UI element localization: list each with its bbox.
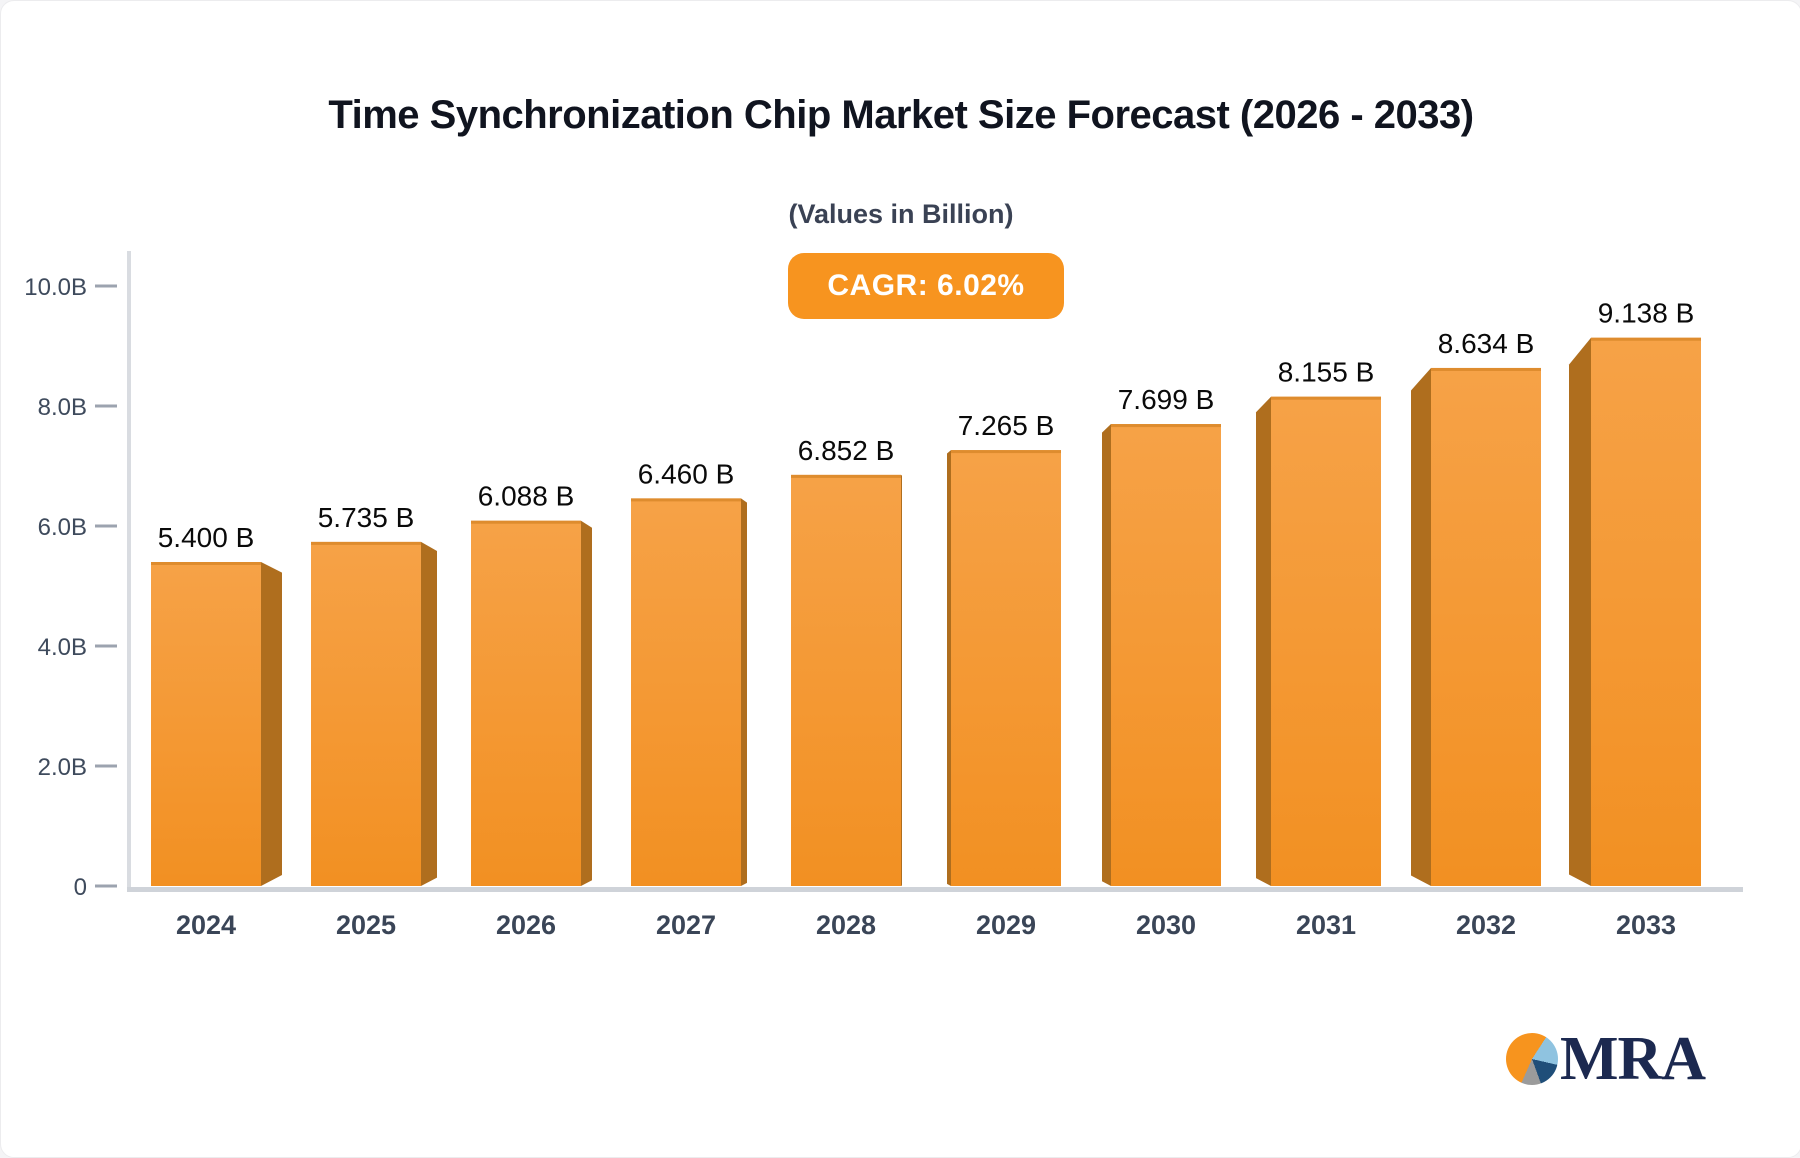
bar-2026 — [471, 520, 581, 886]
bar-value-label: 7.265 B — [958, 410, 1055, 441]
x-axis-label: 2032 — [1456, 910, 1516, 940]
bar-top-edge — [951, 450, 1061, 454]
bar-value-label: 8.634 B — [1438, 328, 1535, 359]
bar-value-label: 6.460 B — [638, 458, 735, 489]
x-axis-label: 2031 — [1296, 910, 1356, 940]
logo-text: MRA — [1560, 1025, 1706, 1093]
x-axis-label: 2028 — [816, 910, 876, 940]
chart-title: Time Synchronization Chip Market Size Fo… — [328, 93, 1474, 137]
x-axis-label: 2026 — [496, 910, 556, 940]
bar-top-edge — [471, 520, 581, 524]
bar-value-label: 6.088 B — [478, 481, 575, 512]
x-axis-label: 2029 — [976, 910, 1036, 940]
y-axis-label: 8.0B — [38, 394, 87, 421]
bar-side-face — [901, 474, 902, 886]
bar-value-label: 9.138 B — [1598, 298, 1695, 329]
bar-side-face — [1411, 367, 1431, 887]
x-axis-label: 2024 — [176, 910, 236, 940]
y-axis-tick — [95, 644, 117, 648]
y-axis-tick — [95, 284, 117, 288]
bar-side-face — [1569, 337, 1591, 887]
bar-value-label: 6.852 B — [798, 435, 895, 466]
bar-top-edge — [631, 498, 741, 502]
bar-top-edge — [151, 562, 261, 565]
bar-2024 — [151, 562, 261, 886]
x-axis-baseline — [127, 887, 1743, 892]
y-axis-label: 6.0B — [38, 514, 87, 541]
bar-side-face — [261, 562, 282, 886]
bar-side-face — [581, 520, 592, 886]
bar-top-edge — [1271, 396, 1381, 400]
bar-2032 — [1431, 367, 1541, 887]
bar-2031 — [1271, 396, 1381, 886]
bar-2025 — [311, 541, 421, 886]
bar-side-face — [421, 541, 437, 886]
bar-value-label: 7.699 B — [1118, 384, 1215, 415]
bar-top-edge — [1431, 367, 1541, 371]
bar-side-face — [1256, 396, 1271, 886]
bar-side-face — [741, 498, 747, 886]
y-axis-line — [127, 251, 131, 890]
logo: MRA — [1506, 1025, 1706, 1093]
bar-2027 — [631, 498, 741, 886]
y-axis-tick — [95, 524, 117, 528]
bar-2029 — [951, 450, 1061, 886]
bar-value-label: 5.735 B — [318, 502, 415, 533]
bar-top-edge — [1591, 337, 1701, 341]
y-axis-tick — [95, 884, 117, 888]
bar-top-edge — [791, 474, 901, 478]
x-axis-label: 2030 — [1136, 910, 1196, 940]
bar-top-edge — [311, 541, 421, 545]
chart-subtitle: (Values in Billion) — [788, 199, 1014, 229]
bar-2028 — [791, 474, 901, 886]
y-axis-label: 0 — [74, 874, 87, 901]
bar-value-label: 5.400 B — [158, 522, 255, 553]
bar-2033 — [1591, 337, 1701, 887]
y-axis-label: 4.0B — [38, 634, 87, 661]
bar-2030 — [1111, 424, 1221, 886]
x-axis-label: 2033 — [1616, 910, 1676, 940]
bar-top-edge — [1111, 424, 1221, 428]
bar-side-face — [1102, 424, 1111, 886]
bar-side-face — [947, 450, 951, 886]
logo-pie-icon — [1506, 1033, 1558, 1085]
x-axis-label: 2025 — [336, 910, 396, 940]
y-axis-label: 2.0B — [38, 754, 87, 781]
y-axis-tick — [95, 764, 117, 768]
x-axis-label: 2027 — [656, 910, 716, 940]
y-axis-label: 10.0B — [24, 274, 87, 301]
bar-value-label: 8.155 B — [1278, 357, 1375, 388]
y-axis-tick — [95, 404, 117, 408]
cagr-badge: CAGR: 6.02% — [788, 253, 1064, 319]
